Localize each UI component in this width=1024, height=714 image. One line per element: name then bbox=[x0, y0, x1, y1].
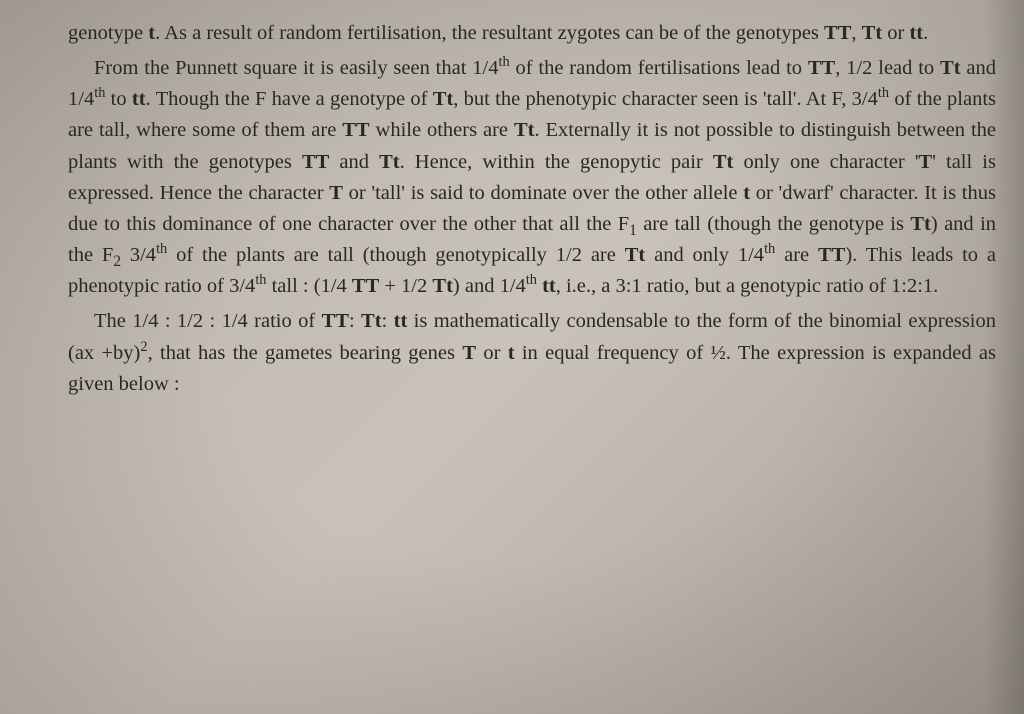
text: . Hence, within the genopytic pair bbox=[400, 151, 713, 173]
superscript-th: th bbox=[94, 85, 105, 101]
text: . As a result of random fertilisation, t… bbox=[155, 22, 824, 44]
text: , bbox=[851, 22, 861, 44]
genotype-TT: TT bbox=[808, 57, 835, 79]
superscript-th: th bbox=[878, 85, 889, 101]
text: ) and 1/4 bbox=[453, 275, 526, 297]
genotype-tt: tt bbox=[909, 22, 923, 44]
genotype-TT: TT bbox=[302, 151, 329, 173]
text: of the random fertilisations lead to bbox=[510, 57, 808, 79]
genotype-TT: TT bbox=[352, 275, 379, 297]
allele-T: T bbox=[919, 151, 933, 173]
superscript-th: th bbox=[156, 241, 167, 257]
genotype-Tt: Tt bbox=[625, 244, 646, 266]
text: The 1/4 : 1/2 : 1/4 ratio of bbox=[94, 310, 322, 332]
paragraph-1: genotype t. As a result of random fertil… bbox=[68, 18, 996, 49]
genotype-tt: tt bbox=[132, 88, 146, 110]
superscript-th: th bbox=[526, 272, 537, 288]
text: of the plants are tall (though genotypic… bbox=[167, 244, 625, 266]
genotype-Tt: Tt bbox=[433, 88, 454, 110]
genotype-Tt: Tt bbox=[910, 213, 931, 235]
paragraph-3: The 1/4 : 1/2 : 1/4 ratio of TT: Tt: tt … bbox=[68, 306, 996, 399]
genotype-TT: TT bbox=[818, 244, 845, 266]
genotype-TT: TT bbox=[342, 119, 369, 141]
genotype-TT: TT bbox=[824, 22, 851, 44]
subscript-1: 1 bbox=[629, 222, 637, 239]
genotype-Tt: Tt bbox=[379, 151, 400, 173]
text: genotype bbox=[68, 22, 148, 44]
text: From the Punnett square it is easily see… bbox=[94, 57, 498, 79]
text: . Though the F have a genotype of bbox=[146, 88, 433, 110]
text: or bbox=[476, 342, 508, 364]
allele-t: t bbox=[508, 342, 515, 364]
text: or bbox=[882, 22, 909, 44]
text: : bbox=[349, 310, 361, 332]
text: : bbox=[382, 310, 394, 332]
paragraph-2: From the Punnett square it is easily see… bbox=[68, 53, 996, 302]
genotype-TT: TT bbox=[322, 310, 349, 332]
text: and bbox=[329, 151, 379, 173]
text: , but the phenotypic character seen is '… bbox=[453, 88, 878, 110]
text: while others are bbox=[370, 119, 514, 141]
text: only one character ' bbox=[733, 151, 918, 173]
text: 3/4 bbox=[121, 244, 156, 266]
genotype-tt: tt bbox=[542, 275, 556, 297]
text: and only 1/4 bbox=[645, 244, 764, 266]
genotype-Tt: Tt bbox=[432, 275, 453, 297]
genotype-tt: tt bbox=[394, 310, 408, 332]
text: are bbox=[775, 244, 818, 266]
superscript-2: 2 bbox=[140, 339, 147, 355]
text: , i.e., a 3:1 ratio, but a genotypic rat… bbox=[556, 275, 939, 297]
text: + 1/2 bbox=[379, 275, 432, 297]
text: to bbox=[105, 88, 132, 110]
textbook-page: genotype t . As a result of random fertil… bbox=[68, 18, 996, 400]
superscript-th: th bbox=[764, 241, 775, 257]
genotype-Tt: Tt bbox=[940, 57, 961, 79]
allele-T: T bbox=[329, 182, 343, 204]
genotype-Tt: Tt bbox=[713, 151, 734, 173]
genotype-Tt: Tt bbox=[514, 119, 535, 141]
text: tall : (1/4 bbox=[266, 275, 351, 297]
superscript-th: th bbox=[255, 272, 266, 288]
text: are tall (though the genotype is bbox=[637, 213, 911, 235]
text: , 1/2 lead to bbox=[835, 57, 940, 79]
genotype-Tt: Tt bbox=[361, 310, 382, 332]
text: or 'tall' is said to dominate over the o… bbox=[343, 182, 743, 204]
subscript-2: 2 bbox=[113, 253, 121, 270]
allele-T: T bbox=[462, 342, 476, 364]
genotype-Tt: Tt bbox=[862, 22, 883, 44]
text: , that has the gametes bearing genes bbox=[148, 342, 463, 364]
superscript-th: th bbox=[498, 54, 509, 70]
text: . bbox=[923, 22, 928, 44]
